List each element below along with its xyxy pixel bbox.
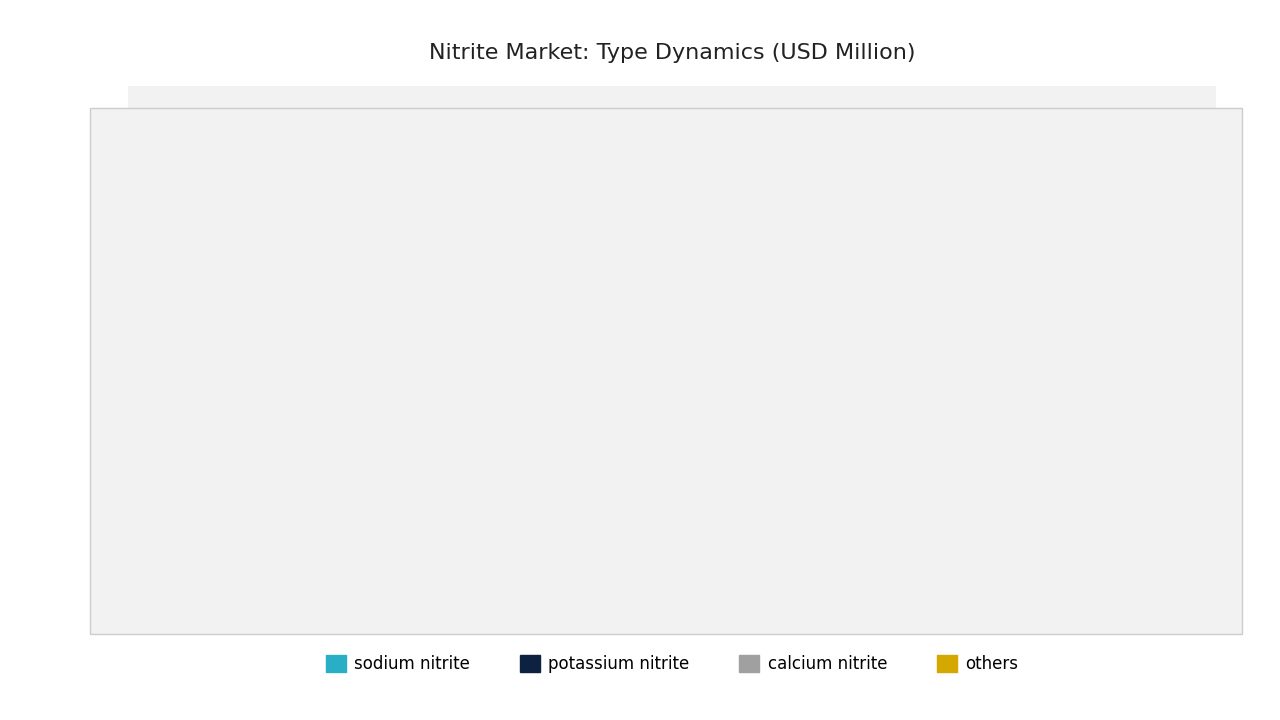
- Bar: [480, 459, 582, 576]
- Title: Nitrite Market: Type Dynamics (USD Million): Nitrite Market: Type Dynamics (USD Milli…: [429, 42, 915, 63]
- Legend: sodium nitrite, potassium nitrite, calcium nitrite, others: sodium nitrite, potassium nitrite, calci…: [319, 648, 1025, 680]
- Bar: [826, 336, 928, 576]
- Bar: [275, 393, 378, 576]
- Bar: [173, 248, 275, 576]
- Bar: [378, 444, 480, 576]
- Bar: [1030, 399, 1133, 576]
- Bar: [928, 390, 1030, 576]
- Bar: [723, 184, 826, 576]
